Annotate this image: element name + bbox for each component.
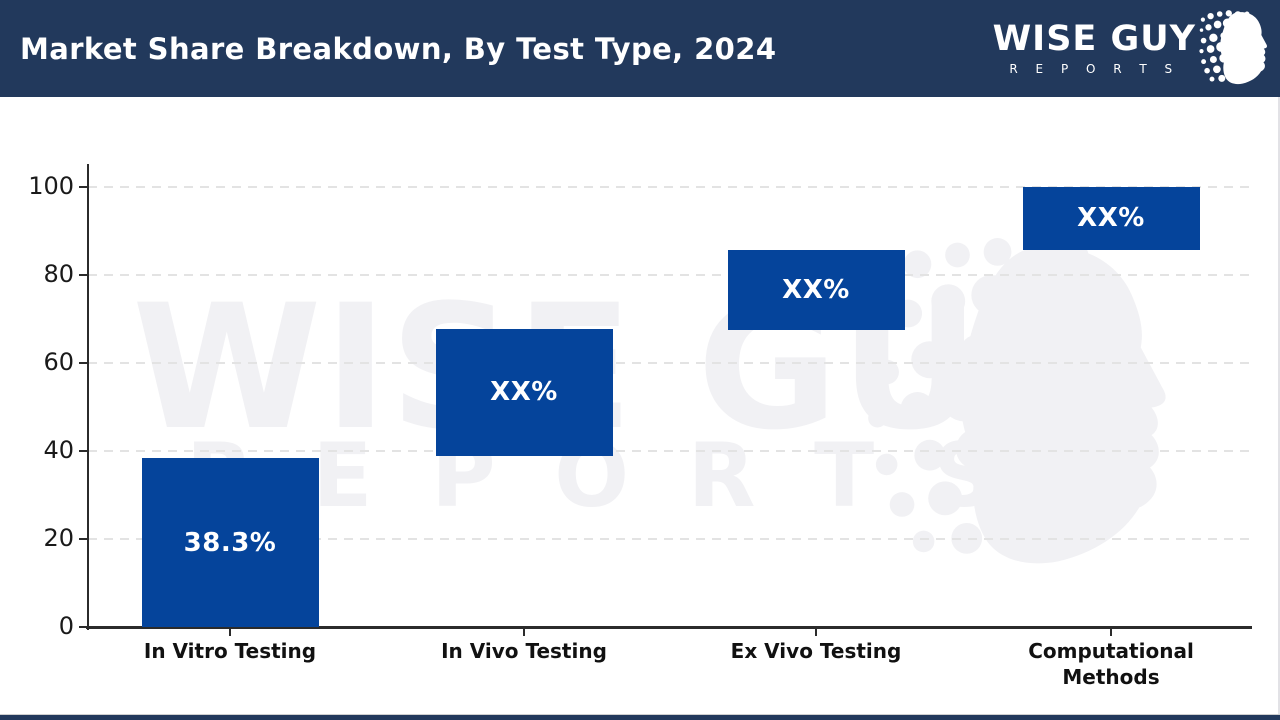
gridline-60 <box>88 362 1252 364</box>
logo-wordmark: WISE GUY <box>992 18 1196 59</box>
xtick-label-ex-vivo-testing: Ex Vivo Testing <box>730 639 902 663</box>
bar-ex-vivo-testing: XX% <box>727 249 905 330</box>
page-title: Market Share Breakdown, By Test Type, 20… <box>20 31 777 66</box>
bar-value-label: 38.3% <box>183 527 277 558</box>
xtick-mark-in-vivo-testing <box>523 627 525 636</box>
bar-in-vitro-testing: 38.3% <box>141 458 319 627</box>
bar-computational-methods: XX% <box>1022 187 1200 250</box>
logo-subtitle: R E P O R T S <box>1009 61 1180 76</box>
footer-accent-bar <box>0 715 1280 720</box>
head-profile-icon <box>1198 9 1268 89</box>
header-banner: Market Share Breakdown, By Test Type, 20… <box>0 0 1280 97</box>
ytick-mark-20 <box>79 538 88 540</box>
ytick-label-20: 20 <box>43 524 74 552</box>
frame-right-edge <box>1278 0 1280 720</box>
gridline-100 <box>88 186 1252 188</box>
bar-in-vivo-testing: XX% <box>435 329 613 456</box>
gridline-80 <box>88 274 1252 276</box>
ytick-label-60: 60 <box>43 348 74 376</box>
logo-text: WISE GUY R E P O R T S <box>992 18 1196 76</box>
ytick-label-40: 40 <box>43 436 74 464</box>
xtick-mark-ex-vivo-testing <box>815 627 817 636</box>
frame-bottom-hairline <box>0 714 1280 715</box>
gridline-40 <box>88 450 1252 452</box>
xtick-label-in-vivo-testing: In Vivo Testing <box>441 639 607 663</box>
ytick-mark-60 <box>79 362 88 364</box>
wiseguy-logo: WISE GUY R E P O R T S <box>993 9 1268 89</box>
xtick-mark-in-vitro-testing <box>229 627 231 636</box>
y-axis-spine <box>87 164 89 630</box>
ytick-label-80: 80 <box>43 260 74 288</box>
gridline-20 <box>88 538 1252 540</box>
ytick-mark-0 <box>79 626 88 628</box>
xtick-label-in-vitro-testing: In Vitro Testing <box>143 639 317 663</box>
bar-value-label: XX% <box>490 377 558 408</box>
ytick-mark-100 <box>79 186 88 188</box>
ytick-label-100: 100 <box>28 172 74 200</box>
xtick-mark-computational-methods <box>1110 627 1112 636</box>
xtick-label-computational-methods: Computational Methods <box>1028 639 1194 689</box>
bar-value-label: XX% <box>782 274 850 305</box>
x-axis-line <box>86 626 1252 629</box>
bar-value-label: XX% <box>1077 203 1145 234</box>
ytick-label-0: 0 <box>58 612 74 640</box>
ytick-mark-40 <box>79 450 88 452</box>
ytick-mark-80 <box>79 274 88 276</box>
